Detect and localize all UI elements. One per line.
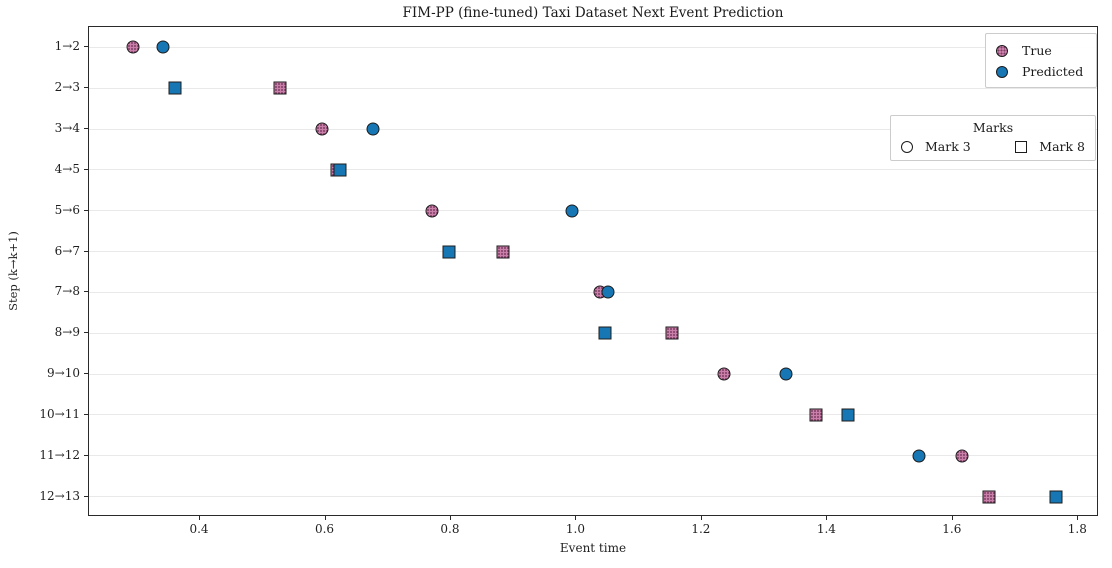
gridline — [89, 87, 1097, 89]
y-tick — [84, 373, 88, 375]
legend-item-true: True — [996, 40, 1086, 61]
marker-predicted-step-10-11 — [841, 408, 855, 422]
marker-true-step-5-6 — [425, 204, 439, 218]
x-tick-label: 0.4 — [189, 522, 209, 536]
chart-title: FIM-PP (fine-tuned) Taxi Dataset Next Ev… — [402, 5, 784, 21]
y-tick-label: 5→6 — [54, 202, 80, 217]
legend-marks-title: Marks — [972, 120, 1014, 135]
gridline — [89, 128, 1097, 130]
gridline — [89, 169, 1097, 171]
y-tick — [84, 454, 88, 456]
marker-predicted-step-3-4 — [366, 122, 380, 136]
x-tick-label: 1.8 — [1067, 522, 1087, 536]
y-axis-label: Step (k→k+1) — [6, 231, 20, 311]
marker-predicted-step-7-8 — [601, 285, 615, 299]
y-tick-label: 4→5 — [54, 161, 80, 176]
x-tick-label: 0.8 — [440, 522, 460, 536]
y-tick — [84, 128, 88, 130]
x-tick-label: 1.4 — [816, 522, 836, 536]
x-tick — [700, 516, 702, 520]
legend-marks: Marks Mark 3 Mark 8 — [890, 115, 1096, 161]
gridline — [89, 251, 1097, 253]
y-tick — [84, 168, 88, 170]
open-square-icon — [1015, 140, 1028, 153]
y-tick-label: 8→9 — [54, 325, 80, 340]
marker-true-step-1-2 — [126, 40, 140, 54]
y-tick-label: 2→3 — [54, 80, 80, 95]
y-tick-label: 3→4 — [54, 121, 80, 136]
y-tick-label: 9→10 — [47, 366, 80, 381]
marker-true-step-6-7 — [496, 245, 510, 259]
marker-predicted-step-9-10 — [779, 367, 793, 381]
legend-series: True Predicted — [985, 33, 1097, 88]
marker-predicted-step-8-9 — [598, 326, 612, 340]
y-tick — [84, 209, 88, 211]
marker-predicted-step-6-7 — [442, 245, 456, 259]
marker-true-step-12-13 — [982, 490, 996, 504]
y-tick — [84, 46, 88, 48]
true-marker-swatch-icon — [996, 44, 1008, 57]
open-circle-icon — [901, 140, 913, 153]
y-tick — [84, 413, 88, 415]
gridline — [89, 373, 1097, 375]
marker-predicted-step-12-13 — [1049, 490, 1063, 504]
x-tick-label: 1.2 — [691, 522, 711, 536]
marker-true-step-8-9 — [665, 326, 679, 340]
gridline — [89, 332, 1097, 334]
marker-predicted-step-5-6 — [565, 204, 579, 218]
y-tick — [84, 87, 88, 89]
legend-marks-row: Mark 3 Mark 8 — [901, 139, 1085, 154]
marker-true-step-3-4 — [315, 122, 329, 136]
x-tick — [575, 516, 577, 520]
marker-true-step-11-12 — [955, 449, 969, 463]
legend-label-true: True — [1022, 43, 1052, 58]
marker-predicted-step-4-5 — [333, 163, 347, 177]
y-tick-label: 1→2 — [54, 39, 80, 54]
gridline — [89, 496, 1097, 498]
legend-label-predicted: Predicted — [1022, 64, 1084, 79]
gridline — [89, 414, 1097, 416]
y-tick — [84, 250, 88, 252]
legend-label-mark8: Mark 8 — [1039, 139, 1085, 154]
legend-item-mark8: Mark 8 — [1015, 139, 1085, 154]
marker-true-step-9-10 — [717, 367, 731, 381]
x-tick-label: 1.6 — [942, 522, 962, 536]
gridline — [89, 455, 1097, 457]
x-tick — [951, 516, 953, 520]
y-tick — [84, 495, 88, 497]
gridline — [89, 46, 1097, 48]
marker-predicted-step-1-2 — [156, 40, 170, 54]
legend-item-mark3: Mark 3 — [901, 139, 971, 154]
y-tick — [84, 291, 88, 293]
marker-predicted-step-11-12 — [912, 449, 926, 463]
plot-area — [88, 26, 1098, 516]
gridline — [89, 291, 1097, 293]
legend-label-mark3: Mark 3 — [925, 139, 971, 154]
predicted-marker-swatch-icon — [996, 65, 1008, 78]
marker-true-step-10-11 — [809, 408, 823, 422]
x-axis-label: Event time — [559, 541, 627, 555]
x-tick-label: 1.0 — [565, 522, 585, 536]
y-tick-label: 10→11 — [39, 406, 80, 421]
x-tick-label: 0.6 — [314, 522, 335, 536]
x-tick — [1077, 516, 1079, 520]
y-tick-label: 7→8 — [54, 284, 80, 299]
y-tick-label: 6→7 — [54, 243, 80, 258]
x-tick — [449, 516, 451, 520]
x-tick — [826, 516, 828, 520]
legend-item-predicted: Predicted — [996, 61, 1086, 82]
marker-predicted-step-2-3 — [168, 81, 182, 95]
y-tick-label: 11→12 — [39, 447, 80, 462]
x-tick — [324, 516, 326, 520]
x-tick — [199, 516, 201, 520]
y-tick — [84, 332, 88, 334]
gridline — [89, 210, 1097, 212]
marker-true-step-2-3 — [273, 81, 287, 95]
y-tick-label: 12→13 — [39, 488, 80, 503]
